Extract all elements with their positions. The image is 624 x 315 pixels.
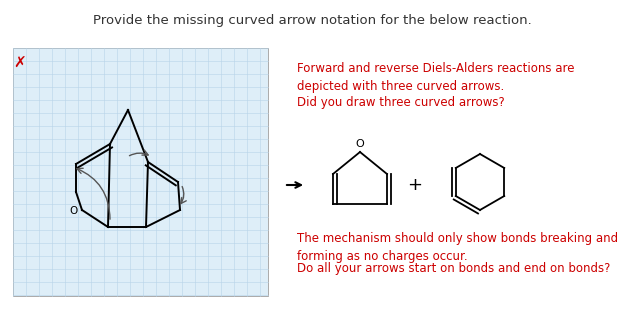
Text: The mechanism should only show bonds breaking and
forming as no charges occur.: The mechanism should only show bonds bre… — [297, 232, 618, 263]
Text: O: O — [69, 206, 77, 216]
Text: Did you draw three curved arrows?: Did you draw three curved arrows? — [297, 96, 505, 109]
Text: +: + — [407, 176, 422, 194]
Text: O: O — [356, 139, 364, 149]
Text: Forward and reverse Diels-Alders reactions are
depicted with three curved arrows: Forward and reverse Diels-Alders reactio… — [297, 62, 575, 93]
Text: ✗: ✗ — [14, 56, 26, 71]
Bar — [13, 48, 268, 296]
Text: Provide the missing curved arrow notation for the below reaction.: Provide the missing curved arrow notatio… — [92, 14, 532, 27]
Text: Do all your arrows start on bonds and end on bonds?: Do all your arrows start on bonds and en… — [297, 262, 610, 275]
